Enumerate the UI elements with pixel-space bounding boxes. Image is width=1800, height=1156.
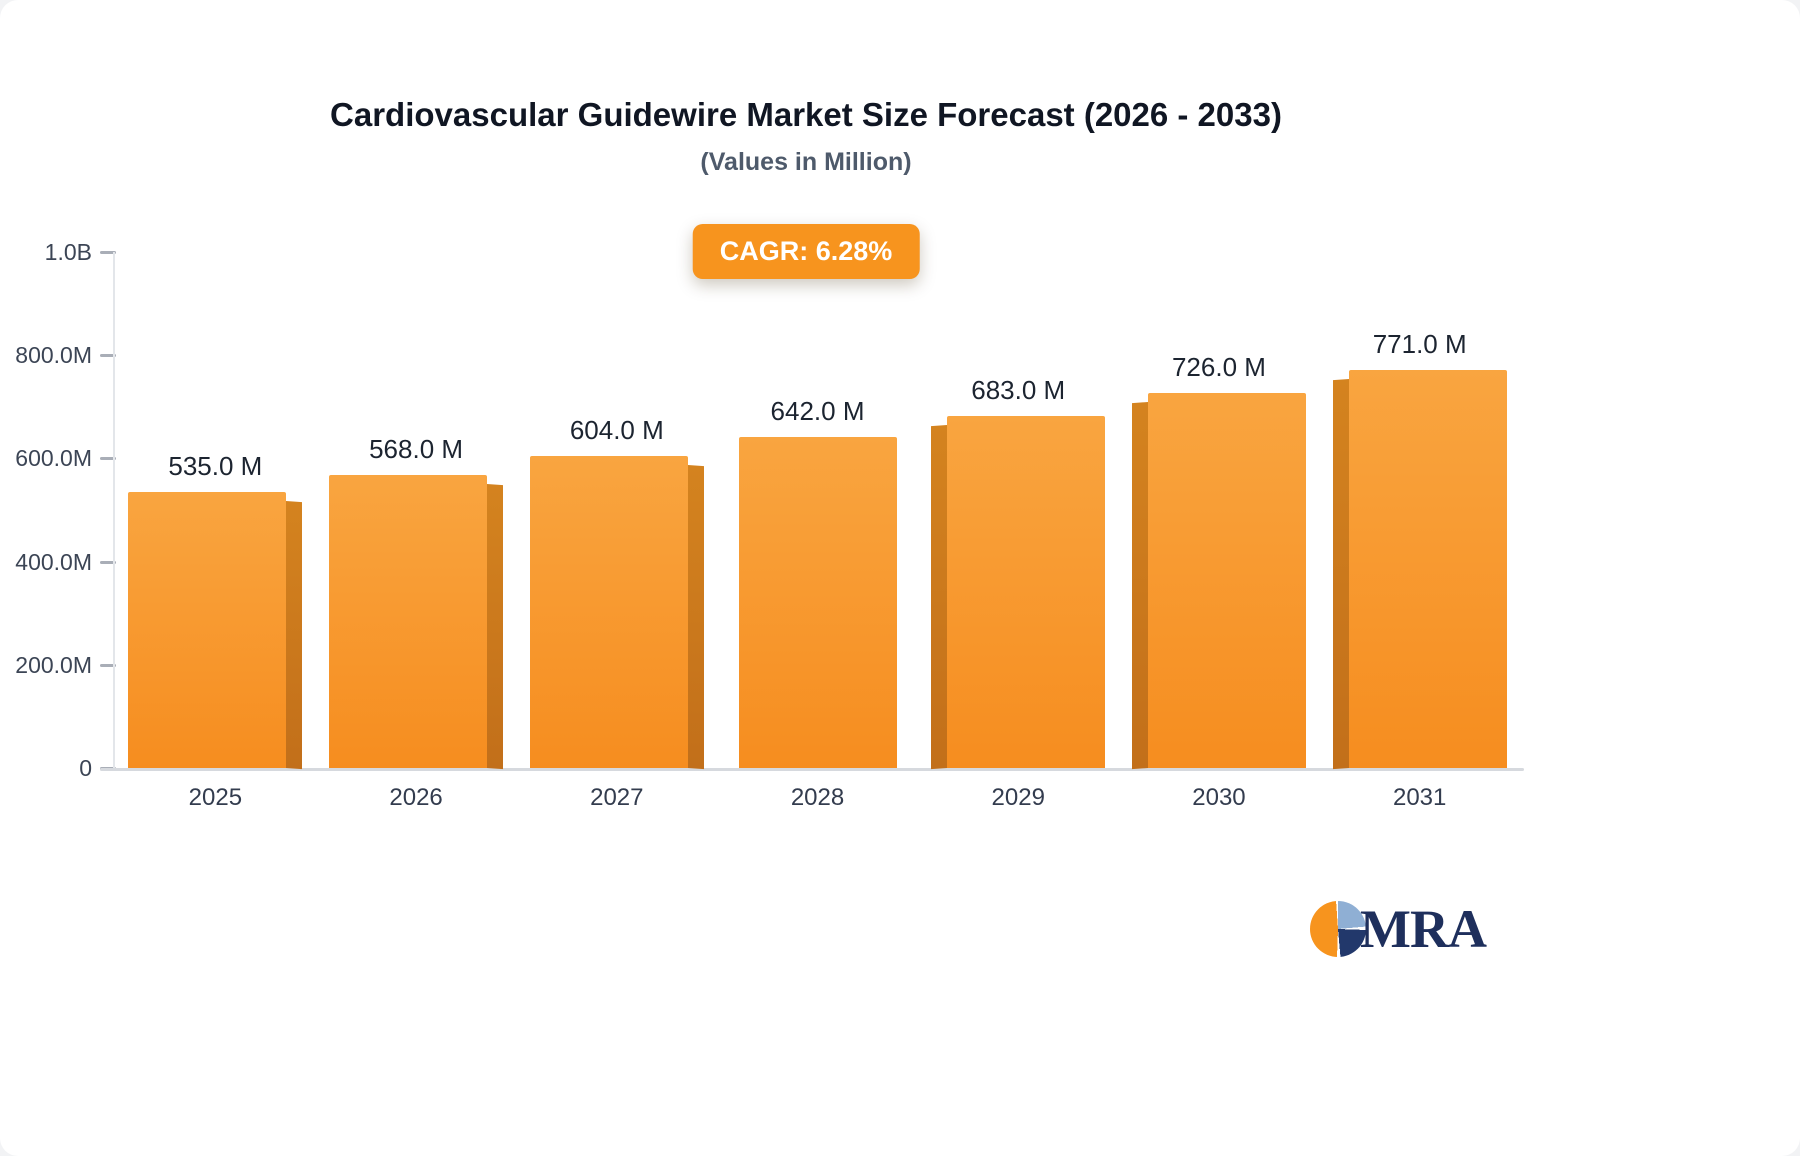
bar-value-label: 683.0 M xyxy=(971,374,1066,405)
x-tick-label: 2025 xyxy=(188,784,243,811)
bar xyxy=(128,491,303,770)
bar xyxy=(738,436,897,768)
bar-face xyxy=(947,415,1106,768)
bar-face xyxy=(128,491,287,768)
y-axis: 1.0B 800.0M 600.0M 400.0M 200.0M 0 xyxy=(0,0,130,1156)
y-tick-label: 800.0M xyxy=(15,342,92,369)
bar xyxy=(931,415,1106,770)
bar-column: 604.0 M xyxy=(516,252,717,770)
bar-face xyxy=(738,436,897,768)
bar-value-label: 568.0 M xyxy=(369,433,464,464)
bar-face xyxy=(529,456,688,768)
y-tick-mark xyxy=(100,354,116,358)
bar-side-face xyxy=(1131,402,1148,770)
x-axis-line xyxy=(100,768,1524,771)
y-tick-mark xyxy=(100,663,116,667)
bar-value-label: 771.0 M xyxy=(1372,329,1467,360)
bar-value-label: 604.0 M xyxy=(569,415,664,446)
bar-column: 568.0 M xyxy=(316,252,517,770)
x-axis-labels: 2025 2026 2027 2028 2029 2030 2031 xyxy=(115,784,1520,812)
chart-subtitle: (Values in Million) xyxy=(700,148,912,176)
bar-face xyxy=(1348,370,1507,768)
y-tick-label: 200.0M xyxy=(15,651,92,678)
x-tick-label: 2029 xyxy=(991,784,1045,811)
bar xyxy=(529,456,704,770)
bar-side-face xyxy=(687,465,704,770)
y-tick-label: 0 xyxy=(79,755,92,781)
y-tick-mark xyxy=(100,560,116,564)
bar-value-label: 642.0 M xyxy=(770,395,865,426)
brand-logo-icon xyxy=(1310,901,1366,957)
y-axis-line xyxy=(113,252,115,768)
bar-side-face xyxy=(286,500,303,770)
bar-column: 726.0 M xyxy=(1119,252,1320,770)
bar-value-label: 535.0 M xyxy=(168,450,263,481)
bar-column: 642.0 M xyxy=(717,252,918,768)
y-tick-label: 1.0B xyxy=(44,239,92,265)
x-tick-label: 2026 xyxy=(389,784,443,811)
brand-logo: MRA xyxy=(1310,898,1487,960)
bar-side-face xyxy=(931,424,948,770)
bar-face xyxy=(1147,393,1306,768)
bar-face xyxy=(329,474,488,768)
bar-side-face xyxy=(1332,379,1349,770)
bar xyxy=(329,474,504,770)
bar xyxy=(1131,393,1306,770)
bar xyxy=(1332,370,1507,770)
y-tick-mark xyxy=(100,457,116,461)
bar-column: 535.0 M xyxy=(115,252,316,770)
bar-value-label: 726.0 M xyxy=(1171,352,1266,383)
bar-side-face xyxy=(487,483,504,770)
y-tick-label: 600.0M xyxy=(15,445,92,472)
cagr-badge: CAGR: 6.28% xyxy=(692,224,920,279)
chart-title: Cardiovascular Guidewire Market Size For… xyxy=(330,96,1282,133)
y-tick-mark xyxy=(100,251,116,254)
y-tick-label: 400.0M xyxy=(15,548,92,575)
x-tick-label: 2027 xyxy=(590,784,644,811)
brand-logo-text: MRA xyxy=(1360,899,1487,959)
bar-column: 771.0 M xyxy=(1319,252,1520,770)
bar-column: 683.0 M xyxy=(918,252,1119,770)
plot-area: 535.0 M 568.0 M 604.0 M 642.0 M 683.0 M 726.0… xyxy=(115,252,1520,770)
x-tick-label: 2031 xyxy=(1392,784,1447,811)
x-tick-label: 2028 xyxy=(790,784,845,811)
x-tick-label: 2030 xyxy=(1192,784,1246,811)
